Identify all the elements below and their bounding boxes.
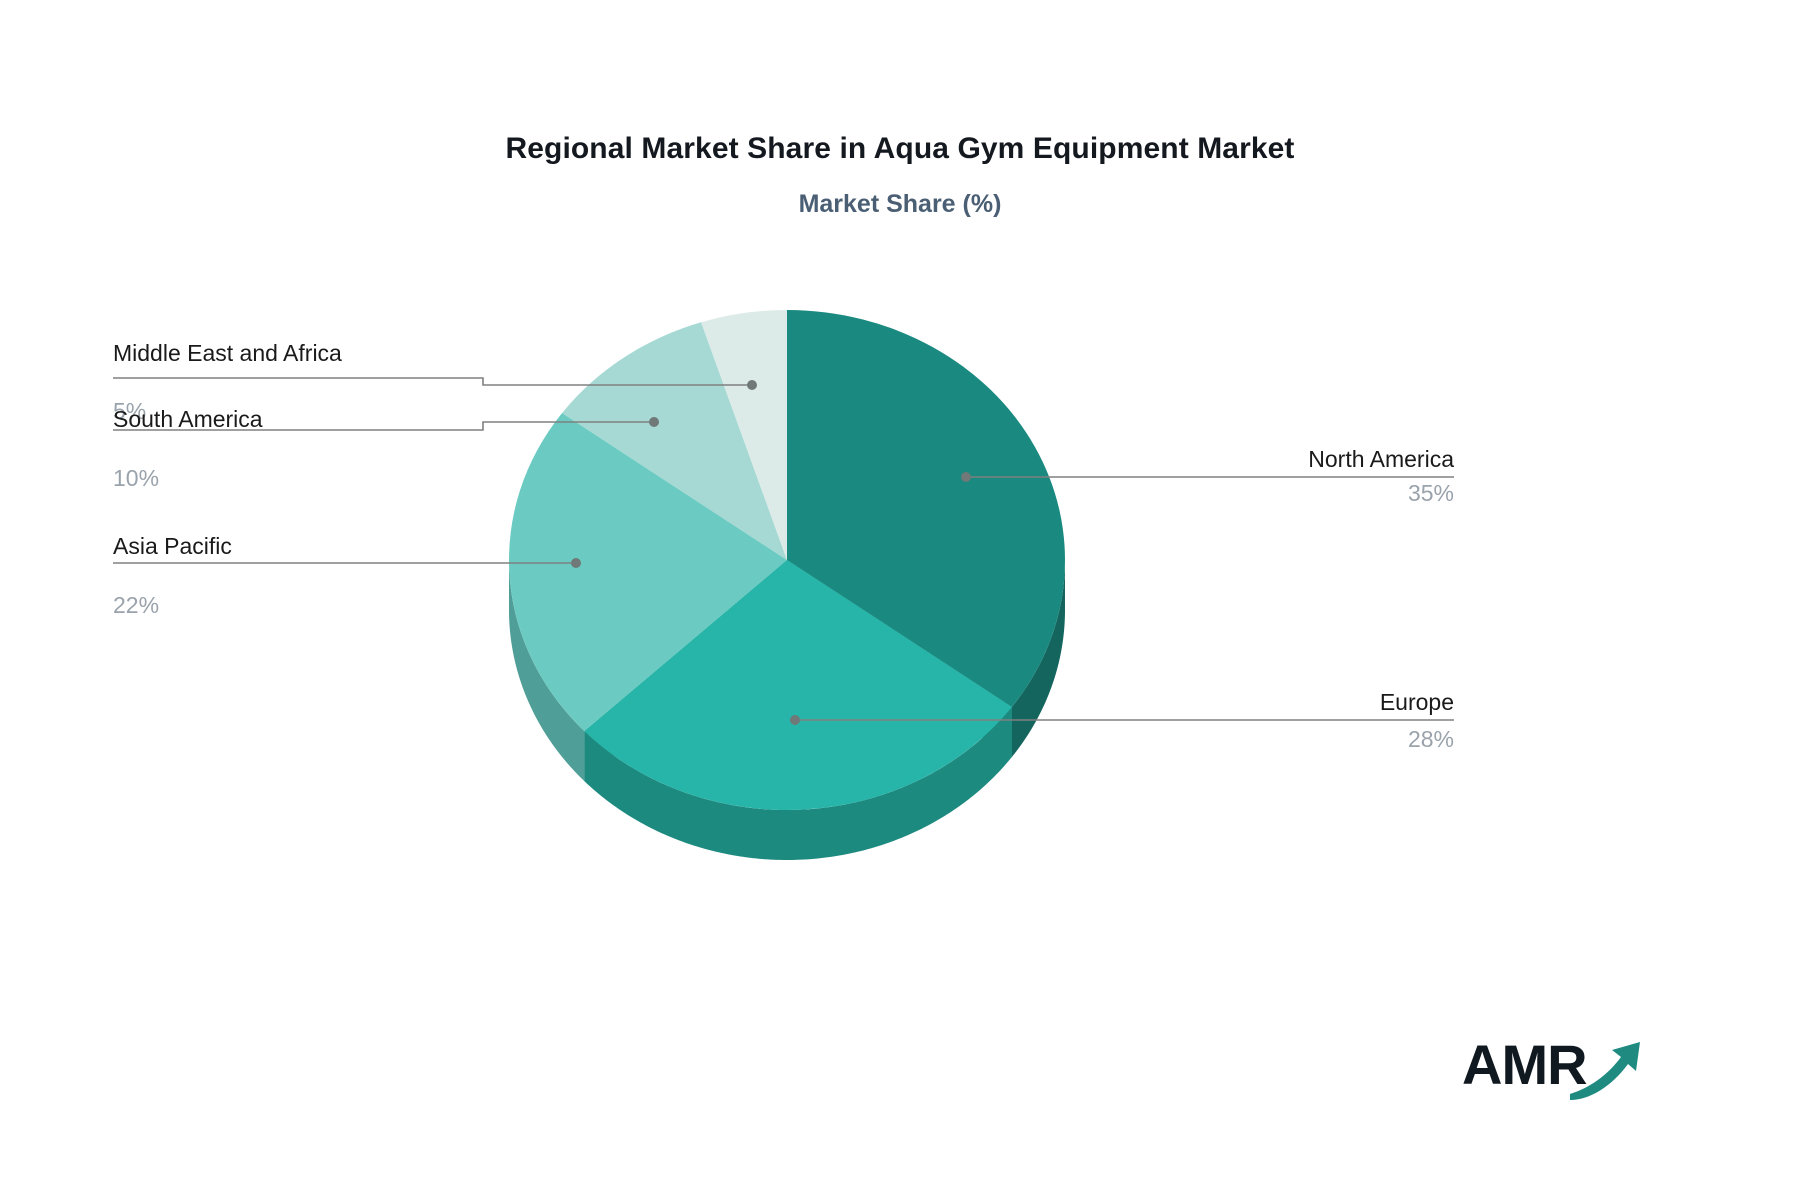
- amr-logo-text: AMR: [1462, 1033, 1587, 1096]
- leader-line-south-america: [113, 421, 654, 431]
- slice-side-asia-pacific: [509, 560, 585, 782]
- callout-label-north-america: North America: [1308, 446, 1454, 472]
- slice-south-america[interactable]: [562, 322, 787, 560]
- slice-asia-pacific[interactable]: [509, 413, 787, 732]
- callout-asia-pacific: Asia Pacific 22%: [113, 533, 581, 618]
- callout-value-south-america: 10%: [113, 465, 159, 491]
- callout-value-asia-pacific: 22%: [113, 592, 159, 618]
- leader-dot-middle-east-and-africa: [747, 380, 757, 390]
- callout-label-south-america: South America: [113, 406, 263, 432]
- chart-subtitle: Market Share (%): [798, 190, 1002, 218]
- chart-title: Regional Market Share in Aqua Gym Equipm…: [505, 132, 1295, 165]
- callout-value-north-america: 35%: [1408, 480, 1454, 506]
- callout-label-middle-east-and-africa: Middle East and Africa: [113, 340, 342, 366]
- leader-line-middle-east-and-africa: [113, 377, 752, 386]
- callout-north-america: North America 35%: [961, 446, 1454, 506]
- leader-dot-europe: [790, 715, 800, 725]
- callout-value-europe: 28%: [1408, 726, 1454, 752]
- pie-top-face: [509, 310, 1065, 811]
- growth-arrow-icon: [1570, 1042, 1640, 1100]
- slice-north-america[interactable]: [787, 310, 1065, 707]
- leader-dot-north-america: [961, 472, 971, 482]
- slice-middle-east-and-africa[interactable]: [701, 310, 787, 560]
- callout-europe: Europe 28%: [790, 689, 1454, 752]
- leader-dot-south-america: [649, 417, 659, 427]
- slice-europe[interactable]: [584, 560, 1012, 811]
- callout-south-america: South America 10%: [113, 406, 659, 491]
- amr-logo: AMR: [1462, 1033, 1640, 1100]
- callout-value-middle-east-and-africa: 5%: [113, 398, 146, 424]
- callout-middle-east-and-africa: Middle East and Africa 5%: [113, 340, 757, 424]
- callout-label-asia-pacific: Asia Pacific: [113, 533, 232, 559]
- callout-label-europe: Europe: [1380, 689, 1454, 715]
- slice-side-north-america: [1011, 562, 1065, 757]
- leader-dot-asia-pacific: [571, 558, 581, 568]
- slice-side-europe: [584, 706, 1012, 860]
